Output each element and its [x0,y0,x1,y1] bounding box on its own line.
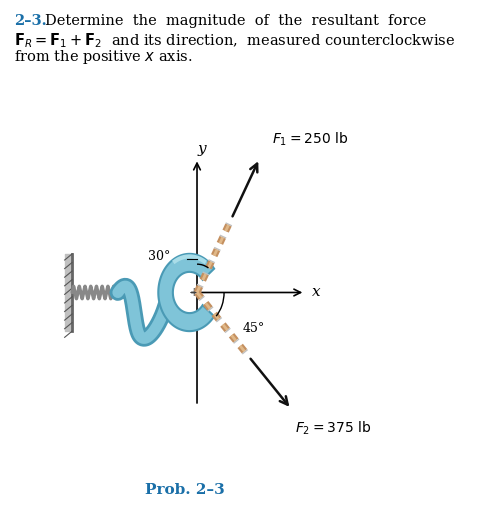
Text: Prob. 2–3: Prob. 2–3 [145,483,224,497]
Text: 30°: 30° [148,250,170,263]
Polygon shape [158,254,214,331]
Text: Determine  the  magnitude  of  the  resultant  force: Determine the magnitude of the resultant… [45,15,426,28]
Text: $\mathbf{F}_R = \mathbf{F}_1 + \mathbf{F}_2$  and its direction,  measured count: $\mathbf{F}_R = \mathbf{F}_1 + \mathbf{F… [14,31,455,50]
Text: from the positive $x$ axis.: from the positive $x$ axis. [14,48,192,66]
Text: 2–3.: 2–3. [14,15,47,28]
Text: x: x [311,285,320,299]
Text: +: + [189,286,199,299]
Text: y: y [198,142,206,156]
Text: $F_2 = 375\ \mathrm{lb}$: $F_2 = 375\ \mathrm{lb}$ [296,420,372,437]
Text: 45°: 45° [243,322,265,335]
Text: $F_1 = 250\ \mathrm{lb}$: $F_1 = 250\ \mathrm{lb}$ [272,131,349,148]
